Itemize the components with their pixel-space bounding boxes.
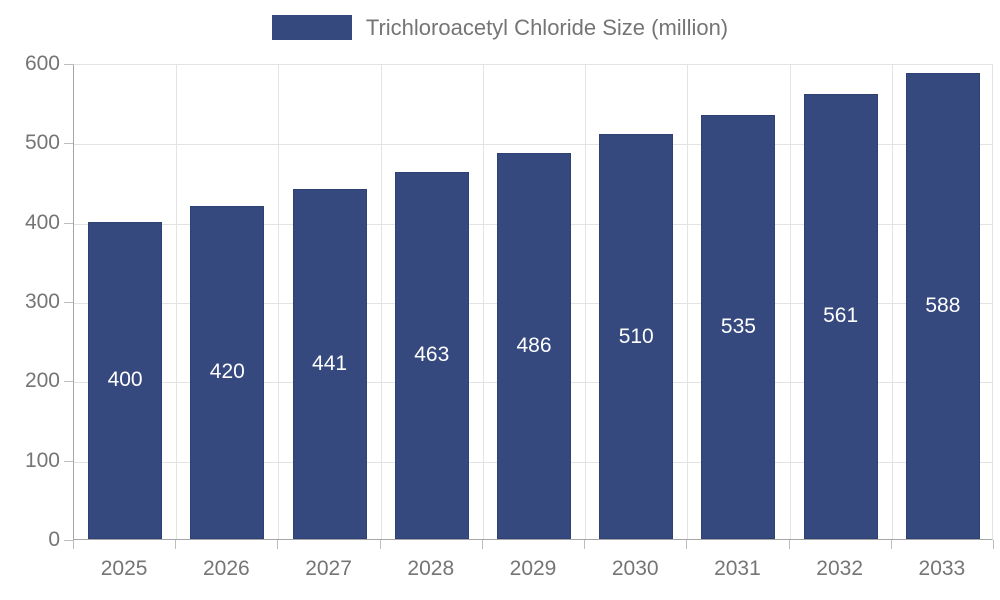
bar-value-label: 463 xyxy=(414,343,450,367)
y-axis-tick-label: 100 xyxy=(24,448,60,472)
gridline-vertical xyxy=(585,65,586,539)
x-axis-tick-label: 2026 xyxy=(202,557,250,580)
plot-area: 400 420 441 463 486 510 535 561 588 xyxy=(73,64,993,540)
bar-2028[interactable]: 463 xyxy=(394,171,469,539)
bar-value-label: 561 xyxy=(823,304,859,328)
gridline-vertical xyxy=(381,65,382,539)
bar-value-label: 441 xyxy=(312,352,348,376)
gridline-vertical xyxy=(176,65,177,539)
bar-value-label: 420 xyxy=(209,360,245,384)
y-axis-tick-label: 500 xyxy=(24,131,60,155)
y-axis-tick-mark xyxy=(64,460,73,462)
legend-label: Trichloroacetyl Chloride Size (million) xyxy=(365,15,729,40)
bar-2033[interactable]: 588 xyxy=(905,72,980,539)
y-axis-tick-mark xyxy=(64,222,73,224)
bar-value-label: 535 xyxy=(720,314,756,338)
legend-swatch-icon xyxy=(271,15,352,40)
y-axis-tick-mark xyxy=(64,143,73,145)
bar-value-label: 510 xyxy=(618,324,654,348)
bar-value-label: 588 xyxy=(925,293,961,317)
bar-2029[interactable]: 486 xyxy=(497,153,571,539)
x-axis-tick-mark xyxy=(686,540,687,549)
y-axis-tick-label: 400 xyxy=(24,210,60,234)
bar-2026[interactable]: 420 xyxy=(190,205,265,539)
bar-value-label: 400 xyxy=(107,368,143,392)
x-axis-tick-mark xyxy=(482,540,483,549)
x-axis-tick-mark xyxy=(175,540,176,549)
x-axis-tick-label: 2033 xyxy=(918,557,966,580)
gridline-horizontal xyxy=(74,144,992,146)
y-axis-tick-label: 0 xyxy=(48,528,60,551)
gridline-vertical xyxy=(483,65,484,539)
legend[interactable]: Trichloroacetyl Chloride Size (million) xyxy=(0,15,1000,40)
bar-value-label: 486 xyxy=(516,334,552,358)
x-axis-tick-label: 2028 xyxy=(407,557,455,580)
x-axis-tick-mark xyxy=(993,540,994,549)
y-axis-tick-label: 600 xyxy=(24,52,60,75)
bar-2032[interactable]: 561 xyxy=(803,93,878,539)
bar-2027[interactable]: 441 xyxy=(292,189,367,539)
x-axis-tick-label: 2032 xyxy=(816,557,864,580)
x-axis-tick-label: 2031 xyxy=(714,557,761,580)
bar-2030[interactable]: 510 xyxy=(599,134,674,539)
x-axis-tick-label: 2029 xyxy=(509,557,557,580)
y-axis-tick-mark xyxy=(64,381,73,383)
x-axis-tick-mark xyxy=(584,540,585,549)
y-axis-tick-label: 300 xyxy=(24,290,60,313)
y-axis-tick-mark xyxy=(64,540,73,541)
x-axis-tick-label: 2027 xyxy=(305,557,352,580)
x-axis-tick-label: 2030 xyxy=(611,557,659,580)
gridline-vertical xyxy=(790,65,791,539)
y-axis-tick-mark xyxy=(64,64,73,65)
gridline-vertical xyxy=(892,65,893,539)
gridline-vertical xyxy=(687,65,688,539)
x-axis-tick-mark xyxy=(73,540,74,549)
x-axis-tick-mark xyxy=(789,540,790,549)
x-axis-tick-mark xyxy=(277,540,278,549)
y-axis-tick-label: 200 xyxy=(24,369,60,393)
x-axis-tick-mark xyxy=(891,540,892,549)
bar-2025[interactable]: 400 xyxy=(88,221,163,539)
gridline-vertical xyxy=(278,65,279,539)
x-axis-tick-label: 2025 xyxy=(100,557,148,580)
x-axis-tick-mark xyxy=(380,540,381,549)
y-axis-tick-mark xyxy=(64,302,73,303)
bar-2031[interactable]: 535 xyxy=(701,114,776,539)
